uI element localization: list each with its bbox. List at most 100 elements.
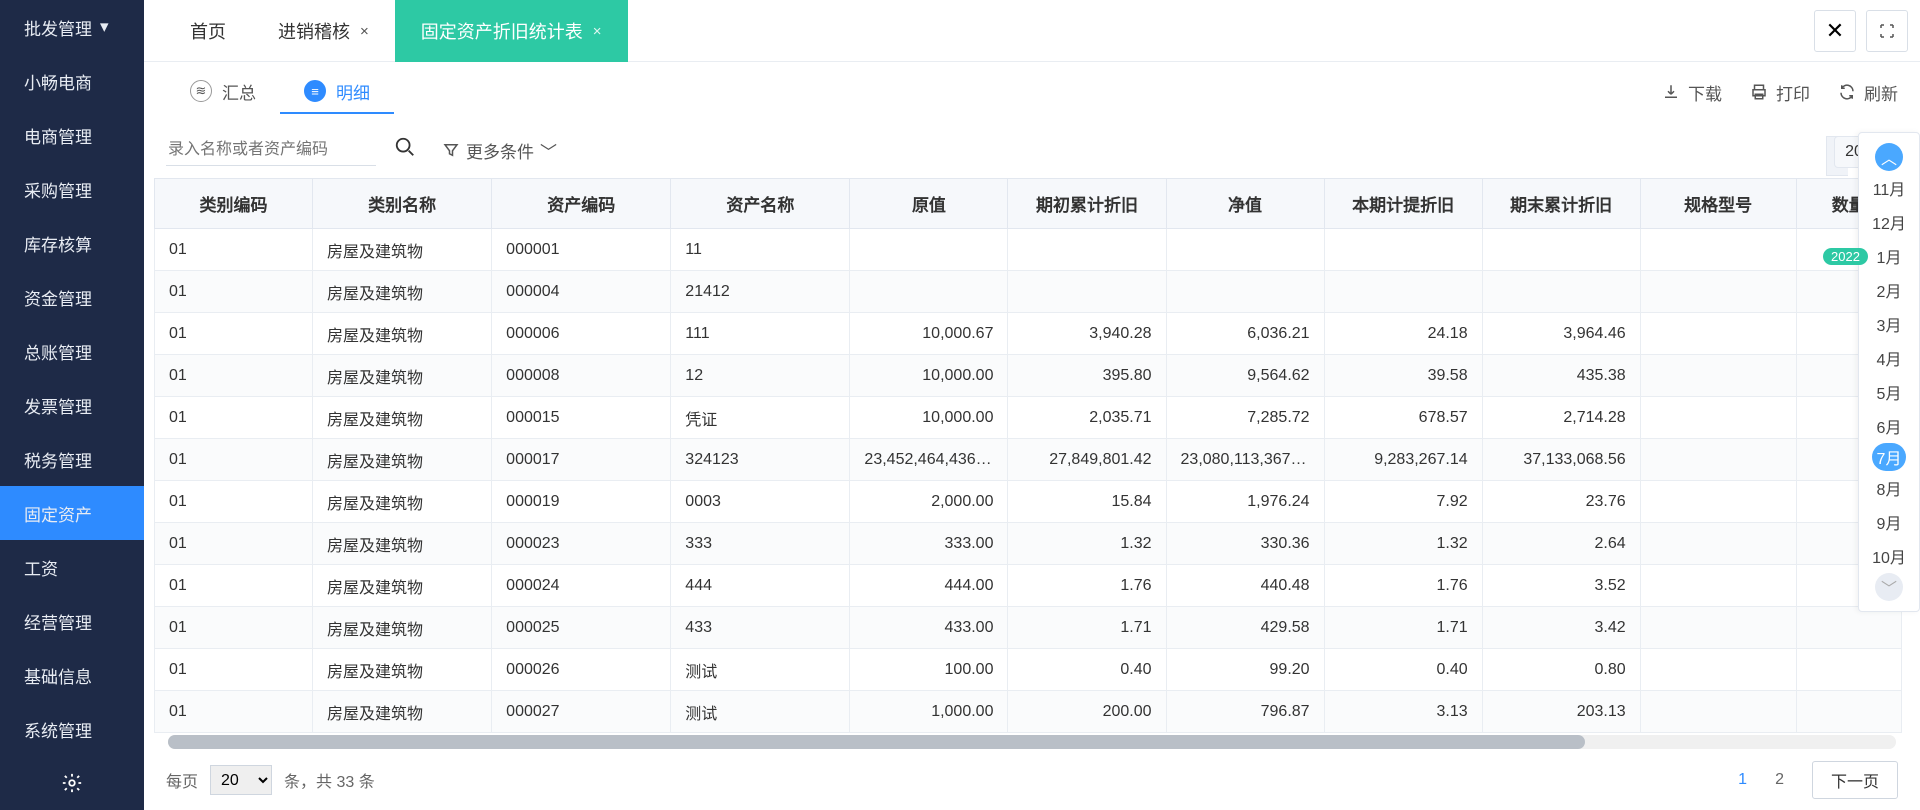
download-button[interactable]: 下载 [1662,80,1722,105]
table-cell: 435.38 [1482,355,1640,397]
horizontal-scrollbar[interactable] [168,735,1896,749]
month-item-7[interactable]: 6月 [1859,409,1919,443]
month-item-3[interactable]: 2月 [1859,273,1919,307]
table-cell: 1.71 [1324,607,1482,649]
column-header-9[interactable]: 规格型号 [1640,179,1796,229]
month-item-9[interactable]: 8月 [1859,471,1919,505]
table-row[interactable]: 01房屋及建筑物000027测试1,000.00200.00796.873.13… [155,691,1902,733]
search-icon[interactable] [394,136,416,164]
table-cell: 37,133,068.56 [1482,439,1640,481]
month-scroll-up[interactable]: ︿ [1875,143,1903,171]
table-cell [1640,271,1796,313]
more-conditions-button[interactable]: 更多条件 ﹀ [442,138,557,163]
view-tab-detail[interactable]: ≡ 明细 [280,70,394,114]
tab-1[interactable]: 进销稽核× [252,0,395,62]
sidebar-item-3[interactable]: 采购管理 [0,162,144,216]
table-cell: 23.76 [1482,481,1640,523]
scrollbar-thumb[interactable] [168,735,1585,749]
layers-icon: ≋ [190,80,212,102]
month-item-6[interactable]: 5月 [1859,375,1919,409]
table-cell: 房屋及建筑物 [313,523,492,565]
column-header-5[interactable]: 期初累计折旧 [1008,179,1166,229]
sidebar-item-0[interactable]: 批发管理▾ [0,0,144,54]
month-item-0[interactable]: 11月 [1859,171,1919,205]
table-cell: 3.13 [1324,691,1482,733]
gear-icon [61,772,83,794]
data-table-wrap: 类别编码类别名称资产编码资产名称原值期初累计折旧净值本期计提折旧期末累计折旧规格… [144,178,1920,750]
table-cell: 房屋及建筑物 [313,439,492,481]
month-item-5[interactable]: 4月 [1859,341,1919,375]
next-page-button[interactable]: 下一页 [1812,761,1898,799]
table-cell: 7,285.72 [1166,397,1324,439]
table-cell: 房屋及建筑物 [313,481,492,523]
close-tab-button[interactable]: ✕ [1814,10,1856,52]
table-cell: 1.76 [1008,565,1166,607]
sidebar-item-12[interactable]: 基础信息 [0,648,144,702]
table-cell: 0.40 [1008,649,1166,691]
table-row[interactable]: 01房屋及建筑物000023333333.001.32330.361.322.6… [155,523,1902,565]
column-header-8[interactable]: 期末累计折旧 [1482,179,1640,229]
refresh-button[interactable]: 刷新 [1838,80,1898,105]
sidebar-item-7[interactable]: 发票管理 [0,378,144,432]
column-header-6[interactable]: 净值 [1166,179,1324,229]
table-cell: 395.80 [1008,355,1166,397]
sidebar-item-5[interactable]: 资金管理 [0,270,144,324]
sidebar-item-2[interactable]: 电商管理 [0,108,144,162]
sidebar-item-label: 小畅电商 [24,69,92,94]
table-cell: 01 [155,397,313,439]
month-item-10[interactable]: 9月 [1859,505,1919,539]
month-item-11[interactable]: 10月 [1859,539,1919,573]
column-header-0[interactable]: 类别编码 [155,179,313,229]
close-icon[interactable]: × [360,23,369,40]
sidebar-item-4[interactable]: 库存核算 [0,216,144,270]
table-row[interactable]: 01房屋及建筑物000015凭证10,000.002,035.717,285.7… [155,397,1902,439]
table-cell: 333 [671,523,850,565]
month-item-4[interactable]: 3月 [1859,307,1919,341]
column-header-1[interactable]: 类别名称 [313,179,492,229]
month-scroll-down[interactable]: ﹀ [1875,573,1903,601]
table-row[interactable]: 01房屋及建筑物00001732412323,452,464,436.0027,… [155,439,1902,481]
month-item-1[interactable]: 12月 [1859,205,1919,239]
page-number-1[interactable]: 1 [1738,771,1747,789]
sidebar-item-6[interactable]: 总账管理 [0,324,144,378]
sidebar-settings-button[interactable] [0,756,144,810]
tab-2[interactable]: 固定资产折旧统计表 × [395,0,628,62]
close-icon[interactable]: × [593,23,602,40]
month-item-2[interactable]: 1月2022 [1859,239,1919,273]
column-header-7[interactable]: 本期计提折旧 [1324,179,1482,229]
table-cell [1796,649,1901,691]
table-cell [1640,565,1796,607]
table-row[interactable]: 01房屋及建筑物000026测试100.000.4099.200.400.80 [155,649,1902,691]
column-header-4[interactable]: 原值 [850,179,1008,229]
month-item-8[interactable]: 7月 [1872,443,1906,471]
table-cell: 000019 [492,481,671,523]
page-number-2[interactable]: 2 [1775,771,1784,789]
sidebar-item-label: 工资 [24,555,58,580]
table-cell [1640,313,1796,355]
per-page-select[interactable]: 20 [210,765,272,795]
sidebar-item-9[interactable]: 固定资产 [0,486,144,540]
table-row[interactable]: 01房屋及建筑物000024444444.001.76440.481.763.5… [155,565,1902,607]
fullscreen-button[interactable] [1866,10,1908,52]
column-header-3[interactable]: 资产名称 [671,179,850,229]
sidebar-item-1[interactable]: 小畅电商 [0,54,144,108]
tab-label: 固定资产折旧统计表 [421,18,583,44]
table-row[interactable]: 01房屋及建筑物000025433433.001.71429.581.713.4… [155,607,1902,649]
column-header-2[interactable]: 资产编码 [492,179,671,229]
table-row[interactable]: 01房屋及建筑物00000111 [155,229,1902,271]
sidebar-item-label: 发票管理 [24,393,92,418]
sidebar-item-11[interactable]: 经营管理 [0,594,144,648]
table-row[interactable]: 01房屋及建筑物0000081210,000.00395.809,564.623… [155,355,1902,397]
table-row[interactable]: 01房屋及建筑物00001900032,000.0015.841,976.247… [155,481,1902,523]
table-cell [1640,607,1796,649]
table-row[interactable]: 01房屋及建筑物00000421412 [155,271,1902,313]
table-cell: 01 [155,271,313,313]
sidebar-item-13[interactable]: 系统管理 [0,702,144,756]
sidebar-item-10[interactable]: 工资 [0,540,144,594]
table-row[interactable]: 01房屋及建筑物00000611110,000.673,940.286,036.… [155,313,1902,355]
search-input[interactable] [166,135,376,166]
tab-0[interactable]: 首页 [164,0,252,62]
sidebar-item-8[interactable]: 税务管理 [0,432,144,486]
print-button[interactable]: 打印 [1750,80,1810,105]
view-tab-summary[interactable]: ≋ 汇总 [166,70,280,114]
